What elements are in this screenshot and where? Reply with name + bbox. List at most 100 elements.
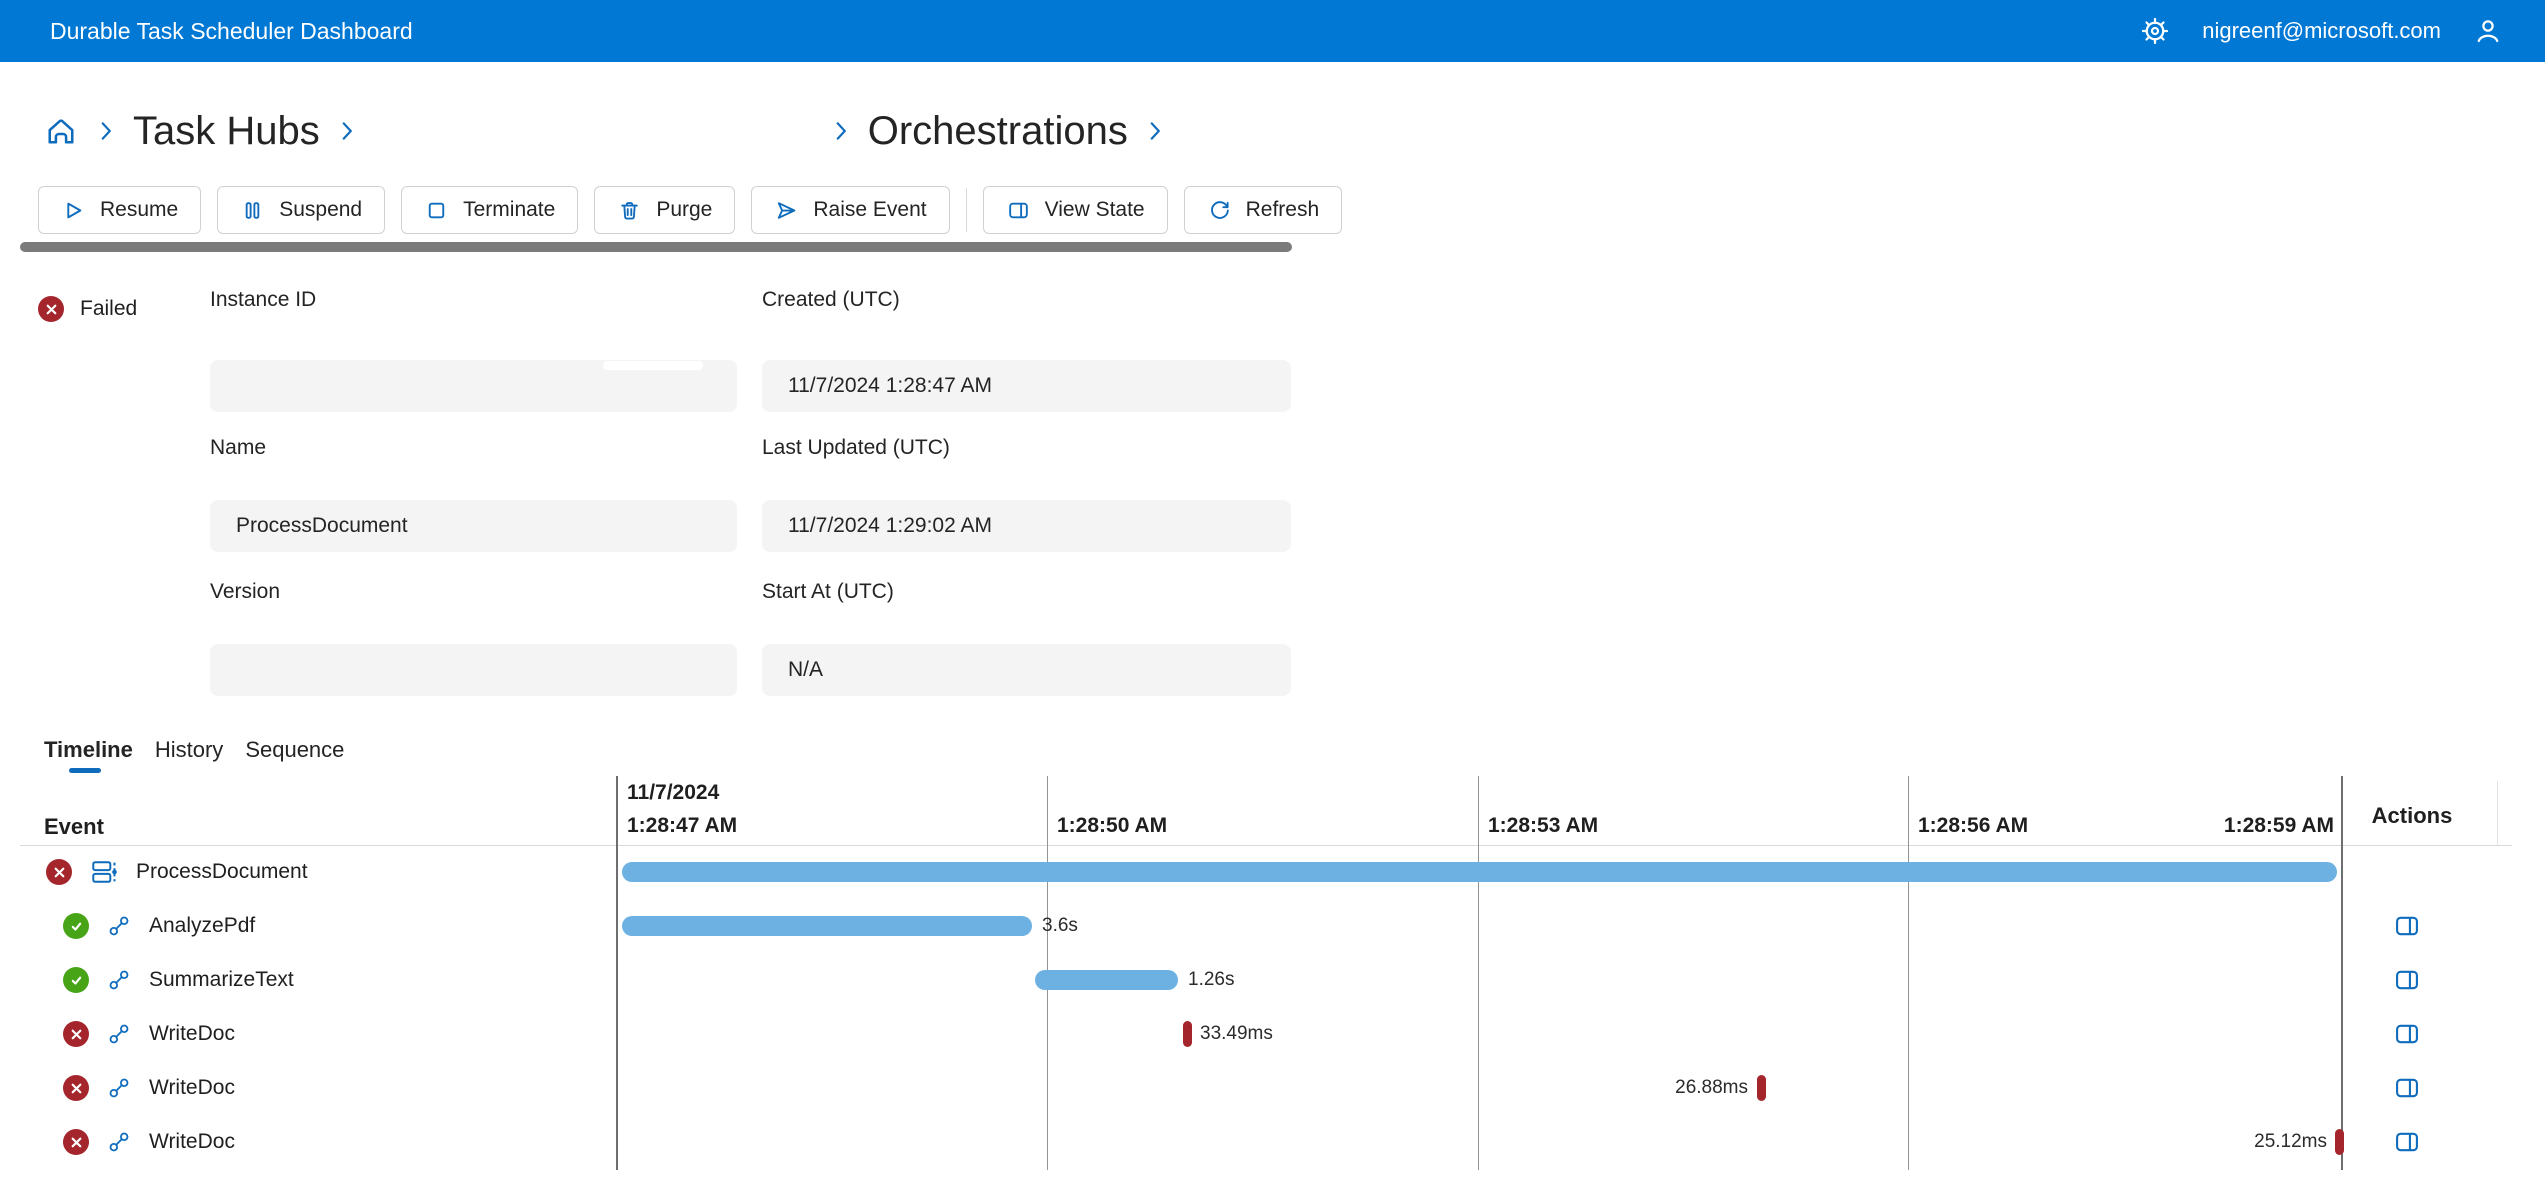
suspend-label: Suspend [279, 198, 363, 221]
chevron-right-icon [93, 118, 119, 144]
event-name: WriteDoc [149, 1130, 235, 1153]
view-state-action-button[interactable] [2392, 1074, 2422, 1102]
timeline-bar [1035, 970, 1178, 990]
timeline-row: WriteDoc [0, 1115, 2545, 1169]
raise-event-button[interactable]: Raise Event [751, 186, 950, 234]
stop-icon [424, 198, 449, 223]
activity-icon [107, 1022, 131, 1046]
timeline-row: WriteDoc [0, 1061, 2545, 1115]
app-title: Durable Task Scheduler Dashboard [50, 17, 413, 44]
settings-button[interactable] [2140, 16, 2170, 46]
timeline-gridline [1478, 776, 1479, 1170]
event-column-header: Event [44, 814, 104, 839]
split-panel-icon [2392, 1074, 2422, 1102]
event-name: ProcessDocument [136, 860, 308, 883]
name-field: ProcessDocument [210, 500, 737, 552]
split-panel-icon [2392, 966, 2422, 994]
terminate-label: Terminate [463, 198, 556, 221]
send-icon [774, 198, 799, 223]
axis-tick-label: 1:28:56 AM [1918, 814, 2029, 837]
timeline-error-bar [1757, 1075, 1766, 1101]
home-icon[interactable] [43, 113, 79, 149]
last-updated-utc-label: Last Updated (UTC) [762, 436, 950, 459]
view-state-label: View State [1044, 198, 1145, 221]
chevron-right-icon [828, 118, 854, 144]
duration-label: 33.49ms [1200, 1023, 1273, 1044]
trash-icon [617, 198, 642, 223]
axis-tick-label: 1:28:47 AM [627, 814, 738, 837]
breadcrumb: Task Hubs Orchestrations [43, 100, 1168, 162]
timeline-row: WriteDoc [0, 1007, 2545, 1061]
activity-icon [107, 1130, 131, 1154]
timeline-row: AnalyzePdf [0, 899, 2545, 953]
instance-id-label: Instance ID [210, 288, 317, 311]
event-name: AnalyzePdf [149, 914, 256, 937]
failed-status-icon [46, 859, 72, 885]
tab-sequence[interactable]: Sequence [245, 737, 345, 762]
duration-label: 1.26s [1188, 969, 1235, 990]
orchestration-icon [90, 858, 118, 886]
activity-icon [107, 1076, 131, 1100]
version-label: Version [210, 580, 281, 603]
status-label: Failed [80, 297, 138, 320]
orchestration-toolbar: Resume Suspend Terminate Purge [38, 186, 1343, 234]
event-name: WriteDoc [149, 1022, 235, 1045]
tab-history[interactable]: History [154, 737, 224, 762]
chevron-right-icon [1142, 118, 1168, 144]
timeline-gridline [2341, 776, 2343, 1170]
play-icon [61, 198, 86, 223]
event-name: SummarizeText [149, 968, 294, 991]
purge-label: Purge [656, 198, 713, 221]
version-field [210, 644, 737, 696]
chevron-right-icon [334, 118, 360, 144]
view-state-action-button[interactable] [2392, 912, 2422, 940]
refresh-icon [1207, 198, 1232, 223]
event-name: WriteDoc [149, 1076, 235, 1099]
breadcrumb-redacted-item [374, 126, 814, 136]
view-state-action-button[interactable] [2392, 966, 2422, 994]
toolbar-divider [965, 188, 967, 232]
refresh-label: Refresh [1245, 198, 1320, 221]
orchestration-status: Failed [38, 296, 137, 322]
redaction-patch [603, 361, 703, 370]
axis-tick-label: 1:28:50 AM [1057, 814, 1168, 837]
failed-status-icon [63, 1021, 89, 1047]
failed-status-icon [38, 296, 64, 322]
suspend-button[interactable]: Suspend [217, 186, 386, 234]
timeline-error-bar [2335, 1129, 2344, 1155]
success-status-icon [63, 913, 89, 939]
purge-button[interactable]: Purge [594, 186, 736, 234]
actions-column-header: Actions [2371, 803, 2453, 828]
created-utc-field: 11/7/2024 1:28:47 AM [762, 360, 1291, 412]
start-at-utc-label: Start At (UTC) [762, 580, 894, 603]
success-status-icon [63, 967, 89, 993]
breadcrumb-item-orchestrations[interactable]: Orchestrations [867, 108, 1128, 153]
tab-timeline[interactable]: Timeline [44, 737, 133, 762]
split-panel-icon [2392, 1128, 2422, 1156]
user-email: nigreenf@microsoft.com [2202, 18, 2441, 43]
breadcrumb-item-task-hubs[interactable]: Task Hubs [133, 108, 320, 153]
duration-label: 3.6s [1042, 915, 1078, 936]
timeline-error-bar [1183, 1021, 1192, 1047]
actions-column-edge [2497, 781, 2498, 845]
account-button[interactable] [2473, 16, 2503, 46]
timeline-gridline [1908, 776, 1909, 1170]
split-panel-icon [2392, 1020, 2422, 1048]
section-divider [20, 242, 1292, 252]
table-header-border [20, 845, 2512, 846]
axis-tick-label: 1:28:59 AM [2223, 814, 2334, 837]
view-state-action-button[interactable] [2392, 1020, 2422, 1048]
split-panel-icon [2392, 912, 2422, 940]
refresh-button[interactable]: Refresh [1183, 186, 1343, 234]
person-icon [2473, 16, 2503, 46]
axis-tick-label: 1:28:53 AM [1488, 814, 1599, 837]
top-app-bar: Durable Task Scheduler Dashboard nigreen… [0, 0, 2545, 62]
resume-label: Resume [100, 198, 179, 221]
resume-button[interactable]: Resume [38, 186, 202, 234]
view-state-button[interactable]: View State [982, 186, 1168, 234]
view-tabs: Timeline History Sequence [44, 737, 344, 763]
gear-icon [2140, 16, 2170, 46]
terminate-button[interactable]: Terminate [401, 186, 579, 234]
view-state-action-button[interactable] [2392, 1128, 2422, 1156]
